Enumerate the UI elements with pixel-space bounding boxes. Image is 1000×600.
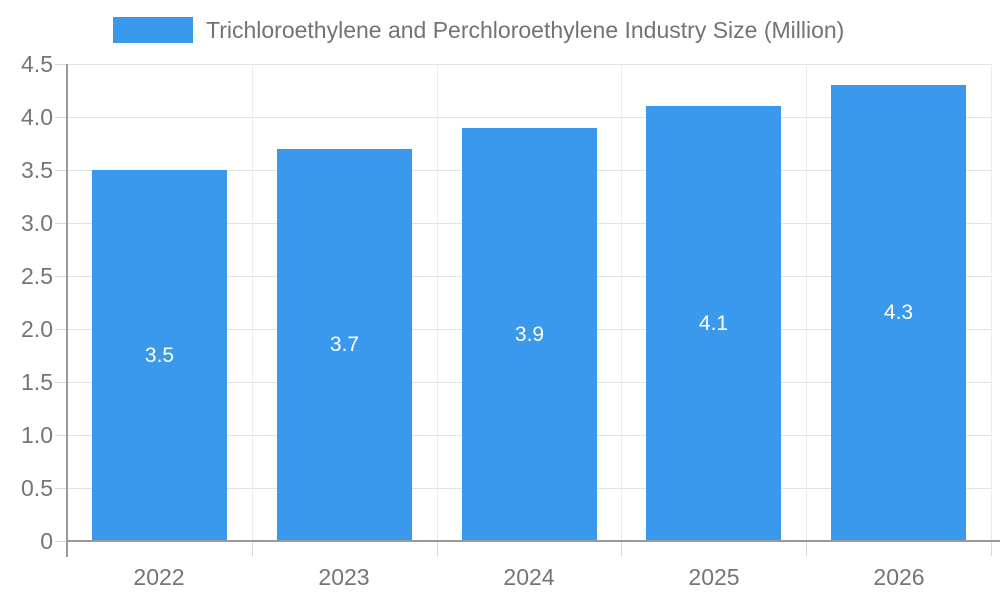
y-axis-tick: [55, 435, 67, 436]
legend-swatch: [113, 17, 193, 43]
y-axis-label: 4.5: [21, 51, 53, 77]
y-axis-tick: [55, 117, 67, 118]
category-boundary-gridline: [437, 64, 438, 541]
y-axis-label: 3.0: [21, 210, 53, 236]
y-axis-tick: [55, 223, 67, 224]
y-gridline: [67, 117, 991, 118]
legend-label: Trichloroethylene and Perchloroethylene …: [206, 17, 845, 43]
y-axis-tick: [55, 276, 67, 277]
x-axis-tick: [806, 541, 807, 556]
y-axis-tick: [55, 488, 67, 489]
x-axis-tick: [991, 541, 992, 556]
bar-value-label: 3.9: [514, 323, 545, 346]
y-axis-label: 0: [40, 528, 53, 554]
x-axis-tick: [437, 541, 438, 556]
y-axis-tick: [55, 64, 67, 65]
y-gridline: [67, 64, 991, 65]
y-axis-label: 2.0: [21, 316, 53, 342]
bar-2025: [646, 106, 781, 541]
category-boundary-gridline: [806, 64, 807, 541]
bar-2022: [92, 170, 227, 541]
x-axis-label: 2025: [688, 564, 740, 590]
x-axis-tick: [252, 541, 253, 556]
legend-item[interactable]: Trichloroethylene and Perchloroethylene …: [113, 17, 844, 43]
category-boundary-gridline: [252, 64, 253, 541]
x-axis-tick: [621, 541, 622, 556]
x-axis-label: 2024: [503, 564, 555, 590]
y-axis-tick: [55, 382, 67, 383]
y-axis-tick: [55, 170, 67, 171]
bar-2024: [462, 128, 597, 541]
y-axis-label: 0.5: [21, 475, 53, 501]
y-axis-label: 2.5: [21, 263, 53, 289]
x-axis-label: 2026: [873, 564, 925, 590]
bar-2026: [831, 85, 966, 541]
bar-2023: [277, 149, 412, 541]
y-axis-tick: [55, 329, 67, 330]
y-axis-label: 1.5: [21, 369, 53, 395]
bar-value-label: 3.7: [329, 333, 360, 356]
x-axis-line: [66, 540, 1000, 542]
category-boundary-gridline: [621, 64, 622, 541]
y-axis-label: 1.0: [21, 422, 53, 448]
y-axis-line: [66, 64, 68, 557]
y-axis-tick: [55, 541, 67, 542]
bar-value-label: 4.1: [698, 312, 729, 335]
y-axis-label: 4.0: [21, 104, 53, 130]
y-axis-label: 3.5: [21, 157, 53, 183]
category-boundary-gridline: [991, 64, 992, 541]
x-axis-label: 2022: [133, 564, 185, 590]
bar-value-label: 4.3: [883, 301, 914, 324]
x-axis-label: 2023: [318, 564, 370, 590]
bar-value-label: 3.5: [144, 344, 175, 367]
